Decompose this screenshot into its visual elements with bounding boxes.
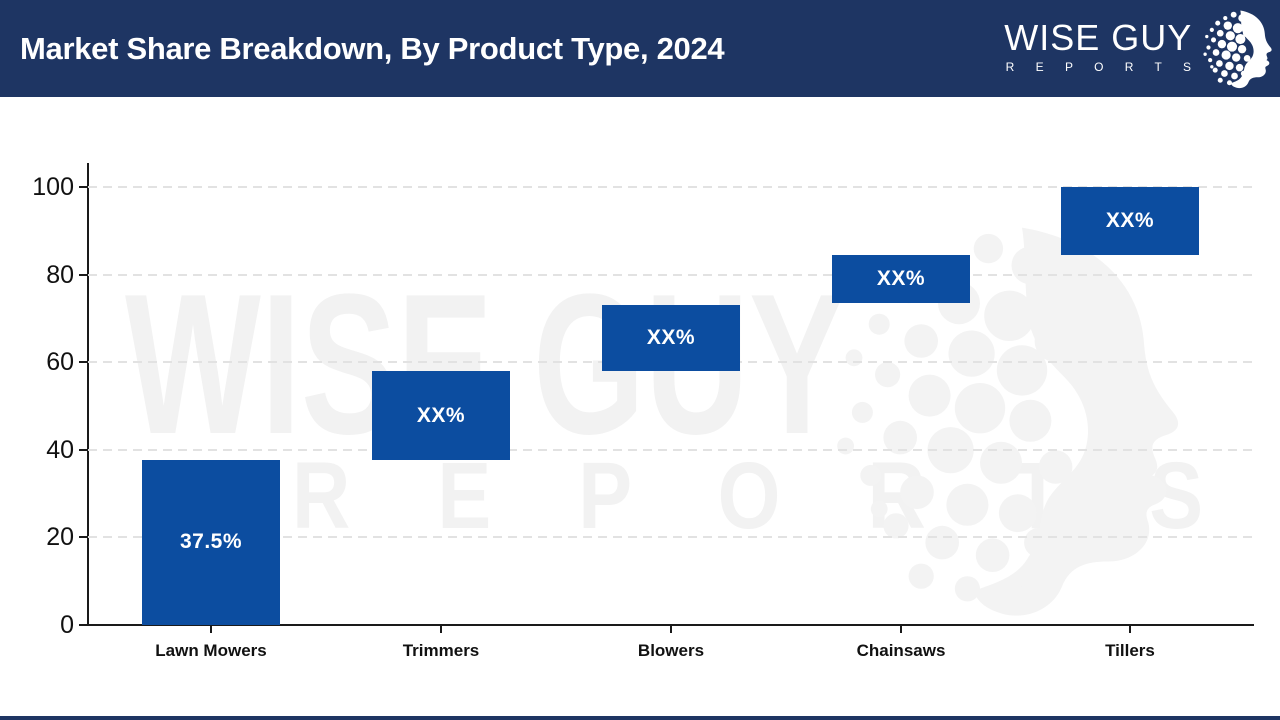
gridline-20 [88, 536, 1253, 538]
y-tick-label-100: 100 [32, 173, 74, 201]
footer-bar [0, 716, 1280, 720]
bar-series: 37.5% Lawn Mowers XX% Trimmers XX% Blowers XX%… [0, 97, 1280, 716]
chart-canvas: WISE GUY R E P O R T S 0 20 40 60 80 100 37.5… [0, 97, 1280, 716]
x-axis-line [87, 624, 1254, 626]
y-tick-label-40: 40 [46, 435, 74, 464]
y-tick-60 [79, 361, 88, 363]
y-tick-label-20: 20 [46, 523, 74, 551]
x-tick-tillers [1129, 626, 1131, 633]
header-bar: Market Share Breakdown, By Product Type,… [0, 0, 1280, 97]
bar-lawn-mowers: 37.5% [142, 460, 280, 625]
category-label-chainsaws: Chainsaws [856, 641, 946, 660]
y-tick-100 [79, 186, 88, 188]
y-tick-label-60: 60 [46, 348, 74, 376]
bar-value-label-chainsaws: XX% [876, 266, 926, 290]
x-tick-lawn-mowers [210, 626, 212, 633]
y-tick-label-80: 80 [46, 260, 74, 289]
y-tick-0 [79, 623, 88, 626]
logo-subtitle: R E P O R T S [1005, 59, 1200, 74]
x-tick-chainsaws [900, 626, 902, 633]
x-tick-blowers [670, 626, 672, 633]
category-label-lawn-mowers: Lawn Mowers [155, 641, 267, 660]
bar-tillers: XX% [1061, 187, 1199, 255]
category-label-tillers: Tillers [1105, 641, 1155, 660]
wise-guy-reports-logo: WISE GUY R E P O R T S [1004, 4, 1272, 94]
category-label-trimmers: Trimmers [402, 641, 480, 660]
gridline-40 [88, 448, 1253, 451]
bar-value-label-tillers: XX% [1105, 208, 1155, 232]
bar-value-label-blowers: XX% [646, 325, 696, 349]
category-label-blowers: Blowers [637, 641, 705, 660]
y-tick-20 [79, 536, 88, 538]
bar-value-label-lawn-mowers: 37.5% [179, 530, 243, 554]
x-tick-trimmers [440, 626, 442, 633]
logo-text: WISE GUY R E P O R T S [997, 18, 1200, 74]
dotted-head-profile-icon [1203, 10, 1272, 89]
gridline-80 [88, 273, 1253, 276]
bar-blowers: XX% [602, 305, 740, 371]
y-tick-80 [79, 273, 88, 276]
y-axis-line [87, 163, 89, 626]
logo-wordmark: WISE GUY [1004, 17, 1193, 58]
page-title: Market Share Breakdown, By Product Type,… [20, 30, 725, 66]
gridline-100 [88, 186, 1253, 188]
bar-chainsaws: XX% [832, 254, 970, 303]
bar-value-label-trimmers: XX% [416, 403, 466, 427]
bar-trimmers: XX% [372, 370, 510, 461]
y-tick-40 [79, 448, 88, 451]
y-tick-label-0: 0 [60, 610, 74, 639]
